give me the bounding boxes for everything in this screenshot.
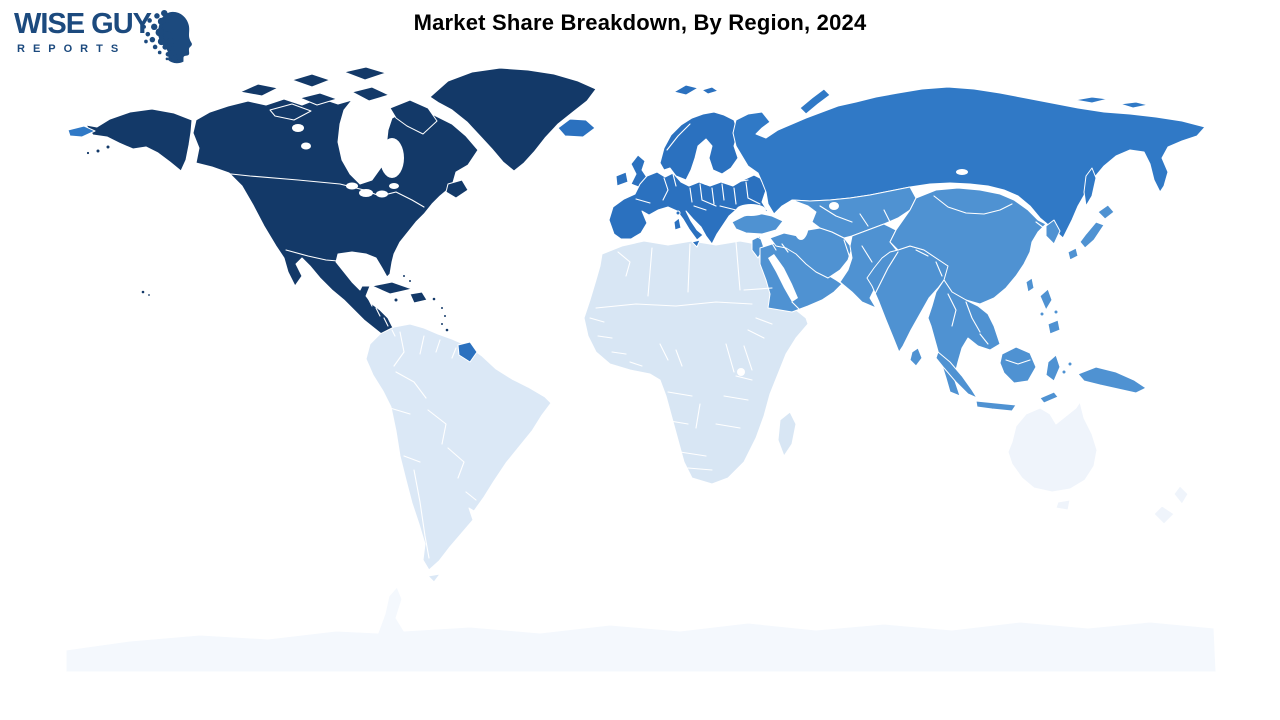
region-oceania [1007,401,1189,525]
lakes-overlay [292,124,968,376]
brand-name: WISE GUY [14,8,152,40]
page-title: Market Share Breakdown, By Region, 2024 [413,10,867,35]
brand-logo: WISE GUY REPORTS [14,10,199,66]
country-borders-overlay [202,123,1045,559]
region-north-america [85,66,597,343]
region-antarctica [65,586,1217,673]
brand-head-icon [142,9,192,64]
region-europe [457,84,769,363]
region-south-america [365,323,552,583]
brand-subtitle: REPORTS [17,43,127,55]
region-asia [731,186,1147,412]
brand-text: WISE GUY REPORTS [14,8,152,56]
